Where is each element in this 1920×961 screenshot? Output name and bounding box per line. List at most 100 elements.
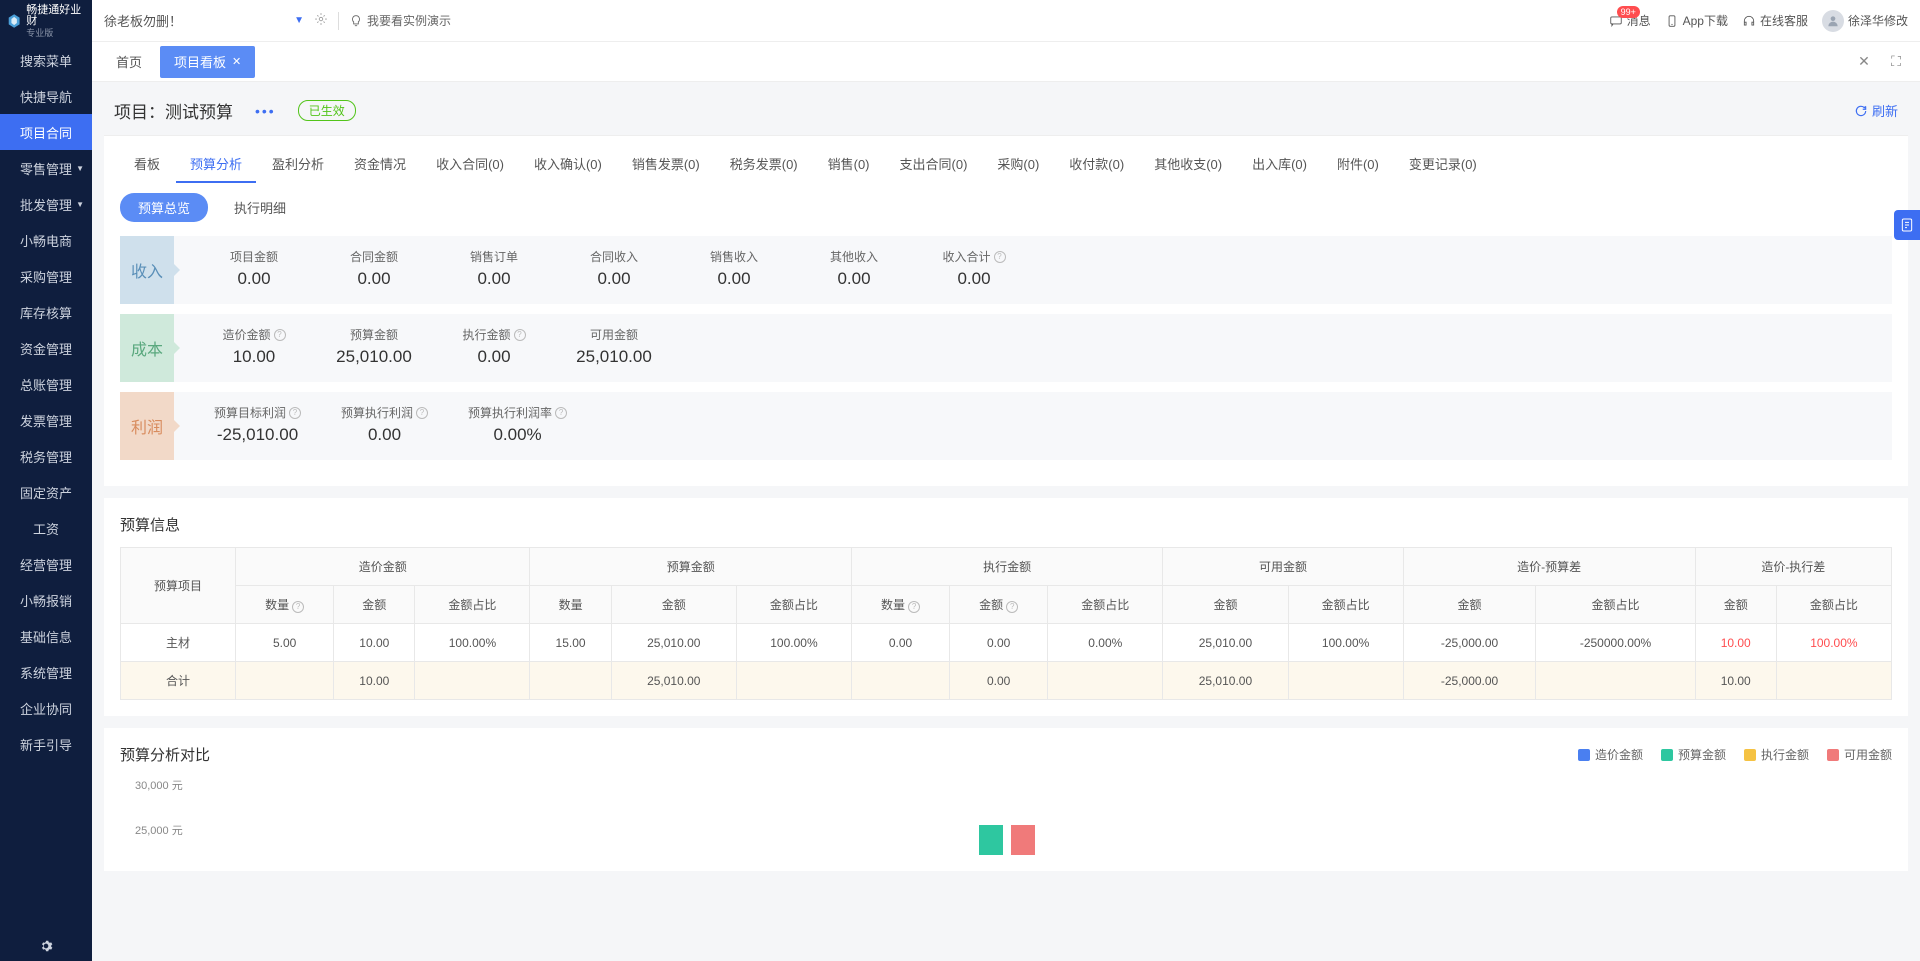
- sub-tab[interactable]: 其他收支(0): [1140, 146, 1236, 183]
- sub-tab[interactable]: 销售发票(0): [618, 146, 714, 183]
- sub-tab[interactable]: 收入合同(0): [422, 146, 518, 183]
- sidebar-item[interactable]: 企业协同: [0, 690, 92, 726]
- sidebar-item[interactable]: 发票管理: [0, 402, 92, 438]
- help-icon[interactable]: ?: [514, 329, 526, 341]
- demo-link[interactable]: 我要看实例演示: [349, 12, 451, 29]
- summary-item: 销售收入0.00: [674, 236, 794, 304]
- sidebar-item[interactable]: 系统管理: [0, 654, 92, 690]
- page-tab[interactable]: 项目看板✕: [160, 46, 255, 78]
- sidebar-item[interactable]: 项目合同: [0, 114, 92, 150]
- legend-item: 预算金额: [1661, 746, 1726, 763]
- table-header: 造价-执行差: [1695, 548, 1891, 586]
- sub-tab[interactable]: 销售(0): [814, 146, 884, 183]
- chart-legend: 造价金额预算金额执行金额可用金额: [1578, 746, 1892, 763]
- float-feedback-button[interactable]: [1894, 210, 1920, 240]
- online-service-button[interactable]: 在线客服: [1742, 12, 1808, 29]
- sidebar-item[interactable]: 采购管理: [0, 258, 92, 294]
- sidebar-item[interactable]: 固定资产: [0, 474, 92, 510]
- sub-tabs: 看板预算分析盈利分析资金情况收入合同(0)收入确认(0)销售发票(0)税务发票(…: [104, 135, 1908, 183]
- table-subheader: 金额: [1163, 586, 1288, 624]
- table-subheader: 金额占比: [1288, 586, 1403, 624]
- summary-item: 合同金额0.00: [314, 236, 434, 304]
- table-header: 造价-预算差: [1403, 548, 1695, 586]
- help-icon[interactable]: ?: [908, 601, 920, 613]
- pill-tab[interactable]: 执行明细: [216, 193, 304, 222]
- sub-tab[interactable]: 资金情况: [340, 146, 420, 183]
- summary-block: 收入 项目金额0.00合同金额0.00销售订单0.00合同收入0.00销售收入0…: [104, 236, 1908, 486]
- legend-swatch: [1661, 749, 1673, 761]
- sidebar-settings[interactable]: [0, 931, 92, 961]
- company-name: 徐老板勿删！: [104, 11, 182, 30]
- brand-logo: 畅捷通好业财 专业版: [0, 0, 92, 42]
- app-download-button[interactable]: App下载: [1665, 12, 1728, 29]
- company-selector[interactable]: 徐老板勿删！ ▼: [104, 11, 304, 30]
- help-icon[interactable]: ?: [1006, 601, 1018, 613]
- sidebar: 畅捷通好业财 专业版 搜索菜单快捷导航项目合同零售管理▼批发管理▼小畅电商采购管…: [0, 0, 92, 961]
- tab-fullscreen-action[interactable]: ⛶: [1882, 48, 1910, 76]
- help-icon[interactable]: ?: [274, 329, 286, 341]
- brand-edition: 专业版: [26, 29, 86, 38]
- profit-label: 利润: [120, 392, 174, 460]
- sidebar-item[interactable]: 快捷导航: [0, 78, 92, 114]
- more-menu[interactable]: •••: [247, 103, 284, 119]
- refresh-button[interactable]: 刷新: [1854, 101, 1898, 120]
- company-settings-icon[interactable]: [314, 12, 328, 29]
- tab-close-icon[interactable]: ✕: [232, 55, 241, 68]
- sidebar-item[interactable]: 小畅电商: [0, 222, 92, 258]
- summary-item: 项目金额0.00: [194, 236, 314, 304]
- sub-tab[interactable]: 盈利分析: [258, 146, 338, 183]
- help-icon[interactable]: ?: [292, 601, 304, 613]
- summary-item: 预算执行利润?0.00: [321, 392, 448, 460]
- sub-tab[interactable]: 支出合同(0): [886, 146, 982, 183]
- sub-tab[interactable]: 收入确认(0): [520, 146, 616, 183]
- budget-table: 预算项目造价金额预算金额执行金额可用金额造价-预算差造价-执行差数量?金额金额占…: [120, 547, 1892, 700]
- messages-badge: 99+: [1617, 6, 1640, 18]
- sidebar-item[interactable]: 搜索菜单: [0, 42, 92, 78]
- sub-tab[interactable]: 附件(0): [1323, 146, 1393, 183]
- tab-close-action[interactable]: ✕: [1850, 48, 1878, 76]
- sidebar-item[interactable]: 批发管理▼: [0, 186, 92, 222]
- user-menu[interactable]: 徐泽华修改: [1822, 10, 1908, 32]
- table-subheader: 金额?: [950, 586, 1048, 624]
- sidebar-item[interactable]: 总账管理: [0, 366, 92, 402]
- mobile-icon: [1665, 14, 1679, 28]
- page-tab[interactable]: 首页: [102, 46, 156, 78]
- username: 徐泽华修改: [1848, 12, 1908, 29]
- help-icon[interactable]: ?: [416, 407, 428, 419]
- sidebar-item[interactable]: 资金管理: [0, 330, 92, 366]
- table-header: 执行金额: [851, 548, 1162, 586]
- summary-item: 销售订单0.00: [434, 236, 554, 304]
- sub-tab[interactable]: 出入库(0): [1238, 146, 1321, 183]
- sidebar-item[interactable]: 零售管理▼: [0, 150, 92, 186]
- help-icon[interactable]: ?: [289, 407, 301, 419]
- chevron-down-icon: ▼: [294, 15, 304, 26]
- bulb-icon: [349, 14, 363, 28]
- sidebar-item[interactable]: 经营管理: [0, 546, 92, 582]
- sidebar-menu: 搜索菜单快捷导航项目合同零售管理▼批发管理▼小畅电商采购管理库存核算资金管理总账…: [0, 42, 92, 931]
- sidebar-item[interactable]: 小畅报销: [0, 582, 92, 618]
- sidebar-item[interactable]: 工资: [0, 510, 92, 546]
- sidebar-item[interactable]: 新手引导: [0, 726, 92, 762]
- table-subheader: 数量: [530, 586, 611, 624]
- sub-tab[interactable]: 看板: [120, 146, 174, 183]
- sidebar-item[interactable]: 基础信息: [0, 618, 92, 654]
- topbar: 徐老板勿删！ ▼ 我要看实例演示 99+ 消息: [92, 0, 1920, 42]
- help-icon[interactable]: ?: [555, 407, 567, 419]
- summary-item: 其他收入0.00: [794, 236, 914, 304]
- legend-swatch: [1744, 749, 1756, 761]
- sidebar-item[interactable]: 税务管理: [0, 438, 92, 474]
- table-subheader: 金额占比: [415, 586, 530, 624]
- sidebar-item[interactable]: 库存核算: [0, 294, 92, 330]
- page-tabs: 首页项目看板✕ ✕ ⛶: [92, 42, 1920, 82]
- sub-tab[interactable]: 收付款(0): [1055, 146, 1138, 183]
- table-header: 预算项目: [121, 548, 236, 624]
- help-icon[interactable]: ?: [994, 251, 1006, 263]
- sub-tab[interactable]: 税务发票(0): [716, 146, 812, 183]
- messages-button[interactable]: 99+ 消息: [1609, 12, 1651, 29]
- status-badge: 已生效: [298, 100, 356, 121]
- pill-tab[interactable]: 预算总览: [120, 193, 208, 222]
- summary-item: 预算执行利润率?0.00%: [448, 392, 587, 460]
- sub-tab[interactable]: 变更记录(0): [1395, 146, 1491, 183]
- sub-tab[interactable]: 采购(0): [983, 146, 1053, 183]
- sub-tab[interactable]: 预算分析: [176, 146, 256, 183]
